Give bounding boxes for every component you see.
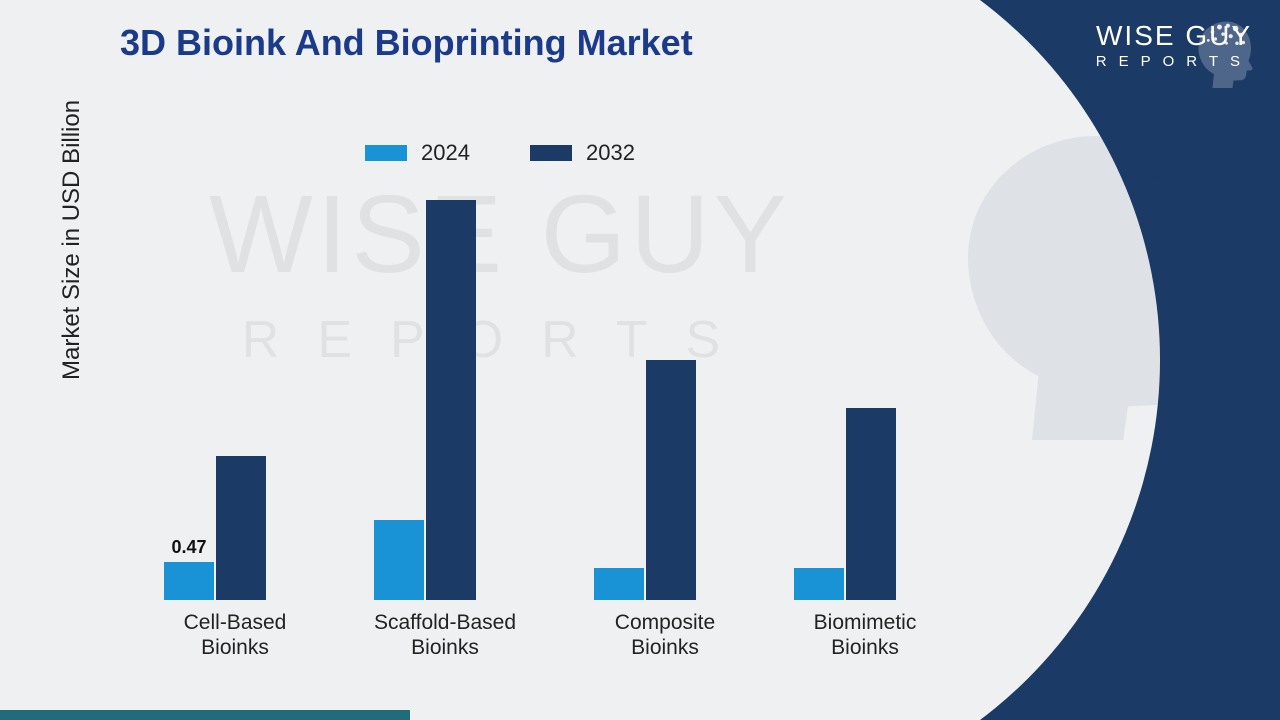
bottom-strip <box>0 710 410 720</box>
watermark-head-icon <box>920 120 1240 440</box>
bar-2024 <box>164 562 214 600</box>
legend-label-2024: 2024 <box>421 140 470 166</box>
category-label: Cell-BasedBioinks <box>140 610 330 660</box>
bar-2032 <box>216 456 266 600</box>
brand-head-icon <box>1188 18 1258 88</box>
legend-item-2024: 2024 <box>365 140 470 166</box>
stage: WISE GUY REPORTS 3D Bioink And Bioprinti… <box>0 0 1280 720</box>
brand-logo: WISE GUY REPORTS <box>1096 22 1252 69</box>
legend-swatch-2024 <box>365 145 407 161</box>
legend: 2024 2032 <box>0 140 1000 166</box>
category-label: CompositeBioinks <box>570 610 760 660</box>
bar-2024 <box>594 568 644 600</box>
bar-2032 <box>646 360 696 600</box>
bar-chart: 0.47 <box>130 200 950 600</box>
bar-value-label: 0.47 <box>154 537 224 558</box>
bar-2024 <box>374 520 424 600</box>
bar-2032 <box>846 408 896 600</box>
legend-item-2032: 2032 <box>530 140 635 166</box>
bar-2024 <box>794 568 844 600</box>
category-labels: Cell-BasedBioinks Scaffold-BasedBioinks Co… <box>130 602 950 662</box>
bar-2032 <box>426 200 476 600</box>
chart-title: 3D Bioink And Bioprinting Market <box>120 22 693 64</box>
category-label: BiomimeticBioinks <box>770 610 960 660</box>
category-label: Scaffold-BasedBioinks <box>350 610 540 660</box>
legend-swatch-2032 <box>530 145 572 161</box>
legend-label-2032: 2032 <box>586 140 635 166</box>
